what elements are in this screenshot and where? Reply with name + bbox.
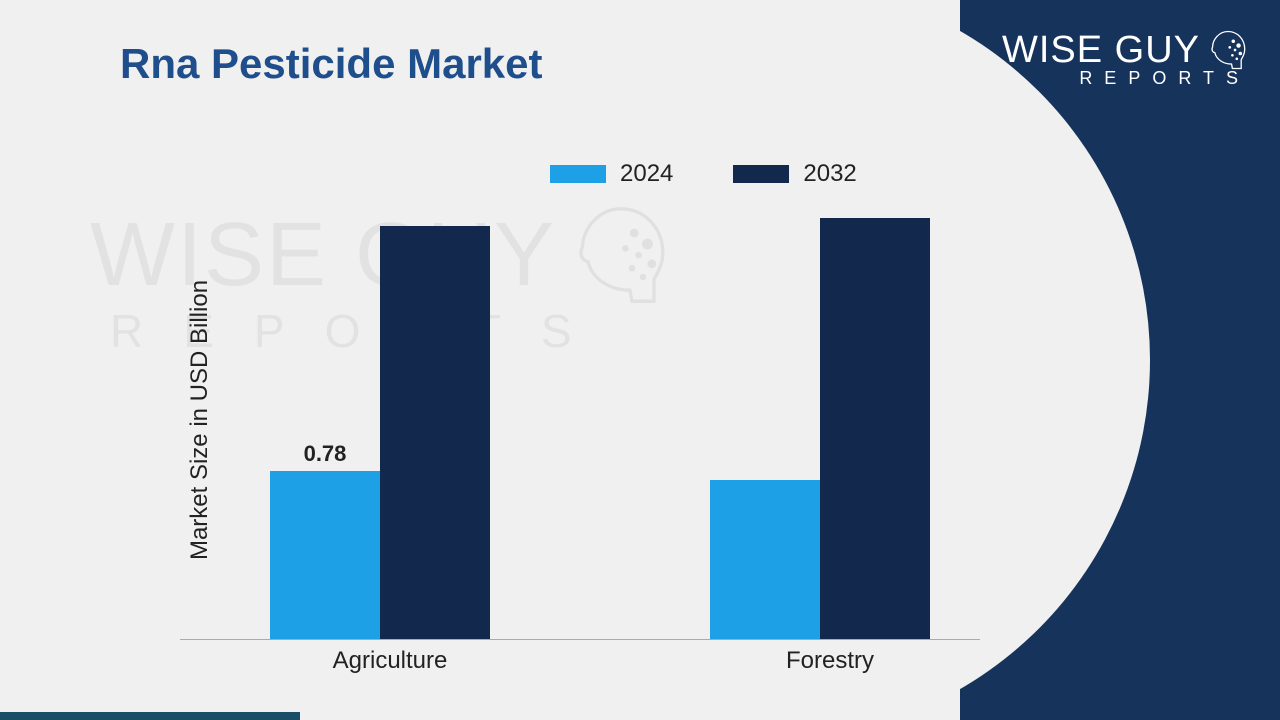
- legend-item: 2024: [550, 160, 673, 188]
- legend-swatch: [550, 165, 606, 183]
- chart-area: Market Size in USD Billion 20242032 0.78…: [80, 150, 980, 690]
- legend-label: 2032: [803, 160, 856, 188]
- brand-line1: WISE GUY: [1002, 29, 1200, 72]
- legend-swatch: [733, 165, 789, 183]
- brand-head-icon: [1206, 28, 1250, 72]
- chart-title: Rna Pesticide Market: [120, 40, 543, 88]
- x-axis-label: Forestry: [710, 647, 950, 675]
- brand-logo: WISE GUY REPORTS: [1002, 28, 1250, 89]
- x-axis-label: Agriculture: [270, 647, 510, 675]
- bar-value-label: 0.78: [270, 441, 380, 467]
- canvas: WISE GUY REPORTS WISE GUY REPORTS Rna Pe: [0, 0, 1280, 720]
- bottom-accent-bar: [0, 712, 300, 720]
- bar: [380, 226, 490, 639]
- plot-area: 0.78AgricultureForestry: [180, 210, 980, 640]
- legend-item: 2032: [733, 160, 856, 188]
- legend-label: 2024: [620, 160, 673, 188]
- bar: [820, 218, 930, 639]
- bar: [270, 471, 380, 639]
- bar: [710, 480, 820, 639]
- legend: 2024 2032: [550, 160, 857, 188]
